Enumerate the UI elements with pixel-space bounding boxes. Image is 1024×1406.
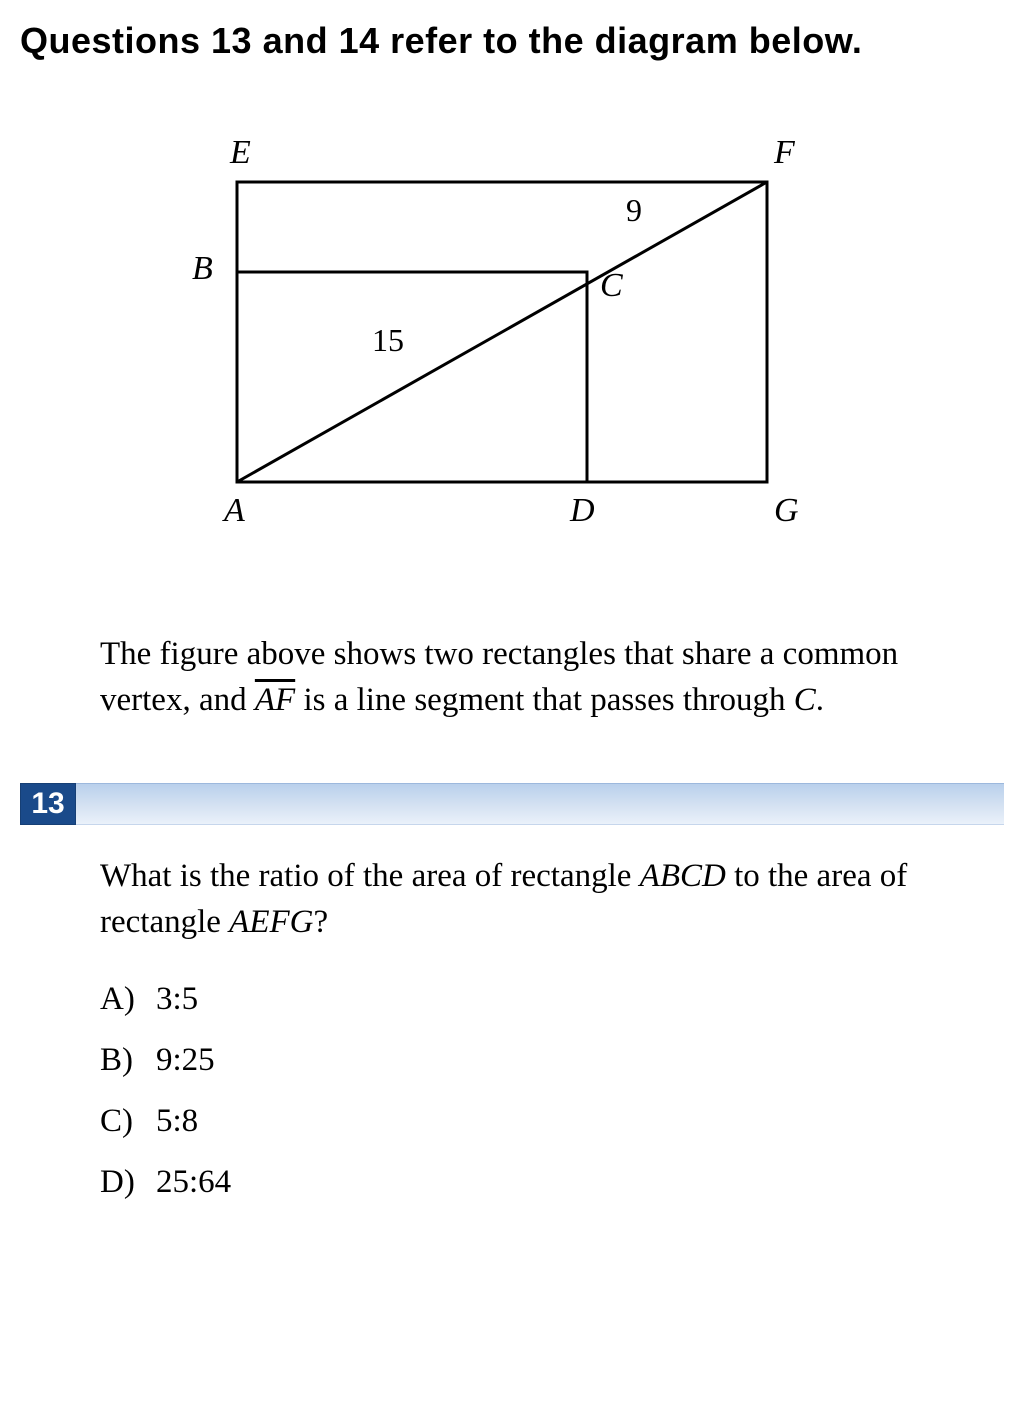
figure-description: The figure above shows two rectangles th… — [100, 632, 954, 723]
desc-post: is a line segment that passes through — [295, 682, 794, 718]
vertex-f: F — [774, 134, 795, 172]
question-text: What is the ratio of the area of rectang… — [100, 853, 964, 945]
answer-choices: A) 3:5 B) 9:25 C) 5:8 D) 25:64 — [100, 981, 1004, 1201]
choice-letter: C) — [100, 1103, 156, 1140]
qtext-aefg: AEFG — [229, 904, 313, 940]
geometry-diagram: E F B C A D G 9 15 — [182, 132, 842, 552]
choice-value: 5:8 — [156, 1103, 198, 1140]
desc-c: C — [794, 682, 816, 718]
choice-c[interactable]: C) 5:8 — [100, 1103, 1004, 1140]
vertex-e: E — [230, 134, 251, 172]
choice-value: 25:64 — [156, 1164, 231, 1201]
choice-d[interactable]: D) 25:64 — [100, 1164, 1004, 1201]
diagram-svg — [182, 132, 842, 552]
edge-label-9: 9 — [626, 192, 642, 229]
qtext-abcd: ABCD — [640, 858, 726, 894]
choice-value: 3:5 — [156, 981, 198, 1018]
choice-letter: D) — [100, 1164, 156, 1201]
qtext-pre: What is the ratio of the area of rectang… — [100, 858, 640, 894]
segment-af: AF — [255, 682, 295, 718]
vertex-d: D — [570, 492, 595, 530]
choice-letter: A) — [100, 981, 156, 1018]
choice-value: 9:25 — [156, 1042, 215, 1079]
question-gradient-bar — [76, 783, 1004, 825]
question-header: 13 — [20, 783, 1004, 825]
choice-letter: B) — [100, 1042, 156, 1079]
choice-a[interactable]: A) 3:5 — [100, 981, 1004, 1018]
vertex-g: G — [774, 492, 799, 530]
inner-rect-abcd — [237, 272, 587, 482]
choice-b[interactable]: B) 9:25 — [100, 1042, 1004, 1079]
section-heading: Questions 13 and 14 refer to the diagram… — [20, 20, 1004, 62]
edge-label-15: 15 — [372, 322, 404, 359]
diagram-container: E F B C A D G 9 15 — [20, 132, 1004, 552]
desc-end: . — [816, 682, 824, 718]
question-number-badge: 13 — [20, 783, 76, 825]
vertex-a: A — [224, 492, 245, 530]
diagonal-af — [237, 182, 767, 482]
vertex-b: B — [192, 250, 213, 288]
qtext-post: ? — [313, 904, 328, 940]
vertex-c: C — [600, 267, 623, 305]
